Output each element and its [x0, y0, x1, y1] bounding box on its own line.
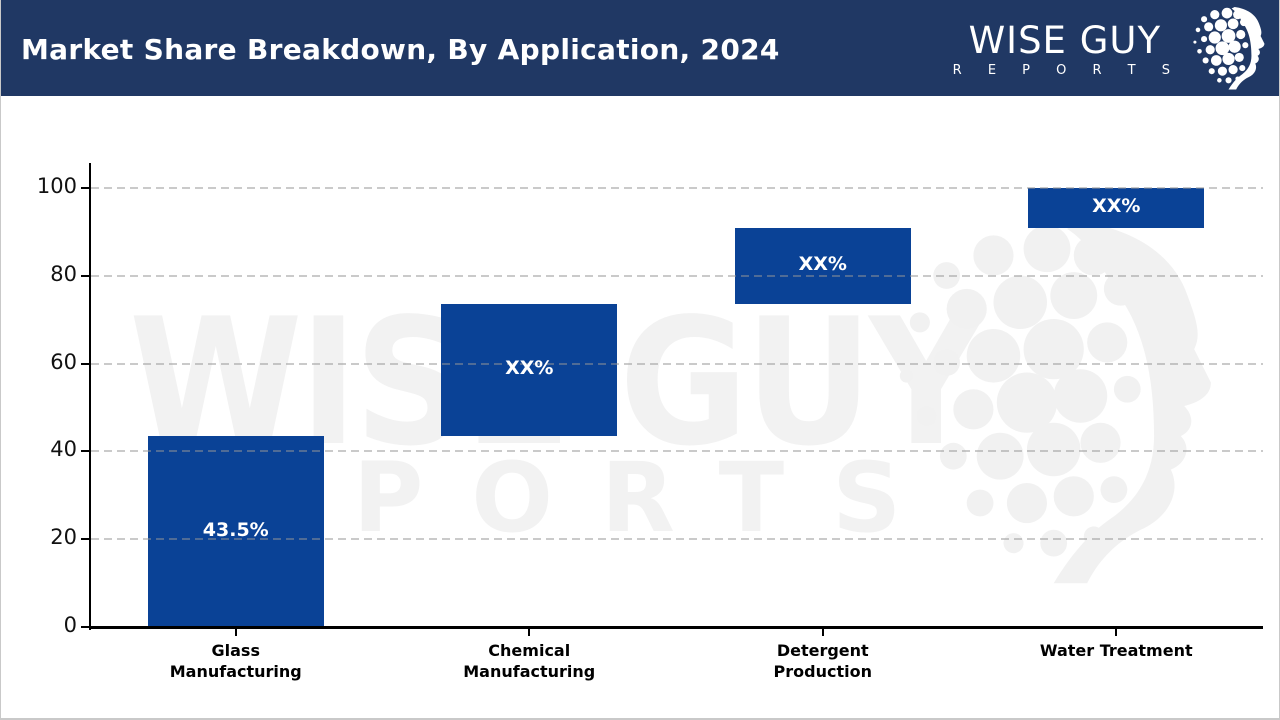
brand-name: WISE GUY — [968, 18, 1162, 62]
gridline-100 — [91, 187, 1263, 189]
x-axis-label-3: Water Treatment — [986, 640, 1246, 661]
y-axis-tick-40 — [81, 450, 89, 453]
bar-chemical-manufacturing — [441, 304, 618, 437]
gridline-80 — [91, 274, 1263, 277]
bar-value-label: XX% — [798, 252, 847, 275]
y-axis-label-60: 60 — [50, 349, 77, 374]
x-axis-label-0: Glass Manufacturing — [106, 640, 366, 682]
y-axis-label-100: 100 — [36, 174, 77, 198]
brand-head-icon — [1193, 7, 1265, 90]
gridline-60 — [91, 362, 1263, 365]
x-axis-label-line: Detergent — [776, 641, 869, 660]
y-axis-spine — [89, 163, 91, 630]
bar-detergent-production — [734, 227, 911, 305]
gridline-40 — [91, 450, 1263, 453]
bar-value-label: XX% — [505, 357, 554, 380]
y-axis-label-20: 20 — [50, 525, 77, 550]
x-axis-label-line: Glass — [211, 641, 260, 660]
x-axis-label-1: Chemical Manufacturing — [399, 640, 659, 682]
x-axis-label-line: Chemical — [488, 641, 571, 660]
x-axis-tick-0 — [234, 629, 237, 636]
y-axis-tick-80 — [81, 274, 89, 277]
x-axis-tick-3 — [1115, 629, 1118, 636]
x-axis-label-line: Production — [773, 662, 872, 681]
x-axis-tick-2 — [821, 629, 824, 636]
x-axis-spine — [89, 626, 1263, 629]
bar-value-label: 43.5% — [202, 518, 269, 541]
bar-water-treatment — [1028, 188, 1205, 228]
y-axis-label-40: 40 — [50, 437, 77, 462]
y-axis-label-80: 80 — [50, 261, 77, 286]
brand-logo: WISE GUY R E P O R T S — [949, 6, 1267, 92]
bar-value-label: XX% — [1092, 194, 1141, 217]
bar-glass-manufacturing — [147, 436, 324, 627]
x-axis-label-2: Detergent Production — [693, 640, 953, 682]
x-axis-tick-1 — [528, 629, 531, 636]
y-axis-label-0: 0 — [63, 613, 77, 637]
brand-subname: R E P O R T S — [952, 62, 1181, 78]
y-axis-tick-100 — [81, 187, 89, 189]
x-axis-label-line: Manufacturing — [169, 662, 302, 681]
x-axis-label-line: Water Treatment — [1039, 641, 1193, 660]
header-bar: Market Share Breakdown, By Application, … — [1, 0, 1279, 96]
gridline-20 — [91, 538, 1263, 541]
brand-logo-text: WISE GUY R E P O R T S — [949, 18, 1181, 78]
y-axis-tick-20 — [81, 538, 89, 541]
y-axis-tick-60 — [81, 362, 89, 365]
x-axis-label-line: Manufacturing — [463, 662, 596, 681]
y-axis-tick-0 — [81, 626, 89, 628]
page-title: Market Share Breakdown, By Application, … — [21, 33, 780, 66]
watermark-text-line2: PORTS — [353, 442, 950, 554]
